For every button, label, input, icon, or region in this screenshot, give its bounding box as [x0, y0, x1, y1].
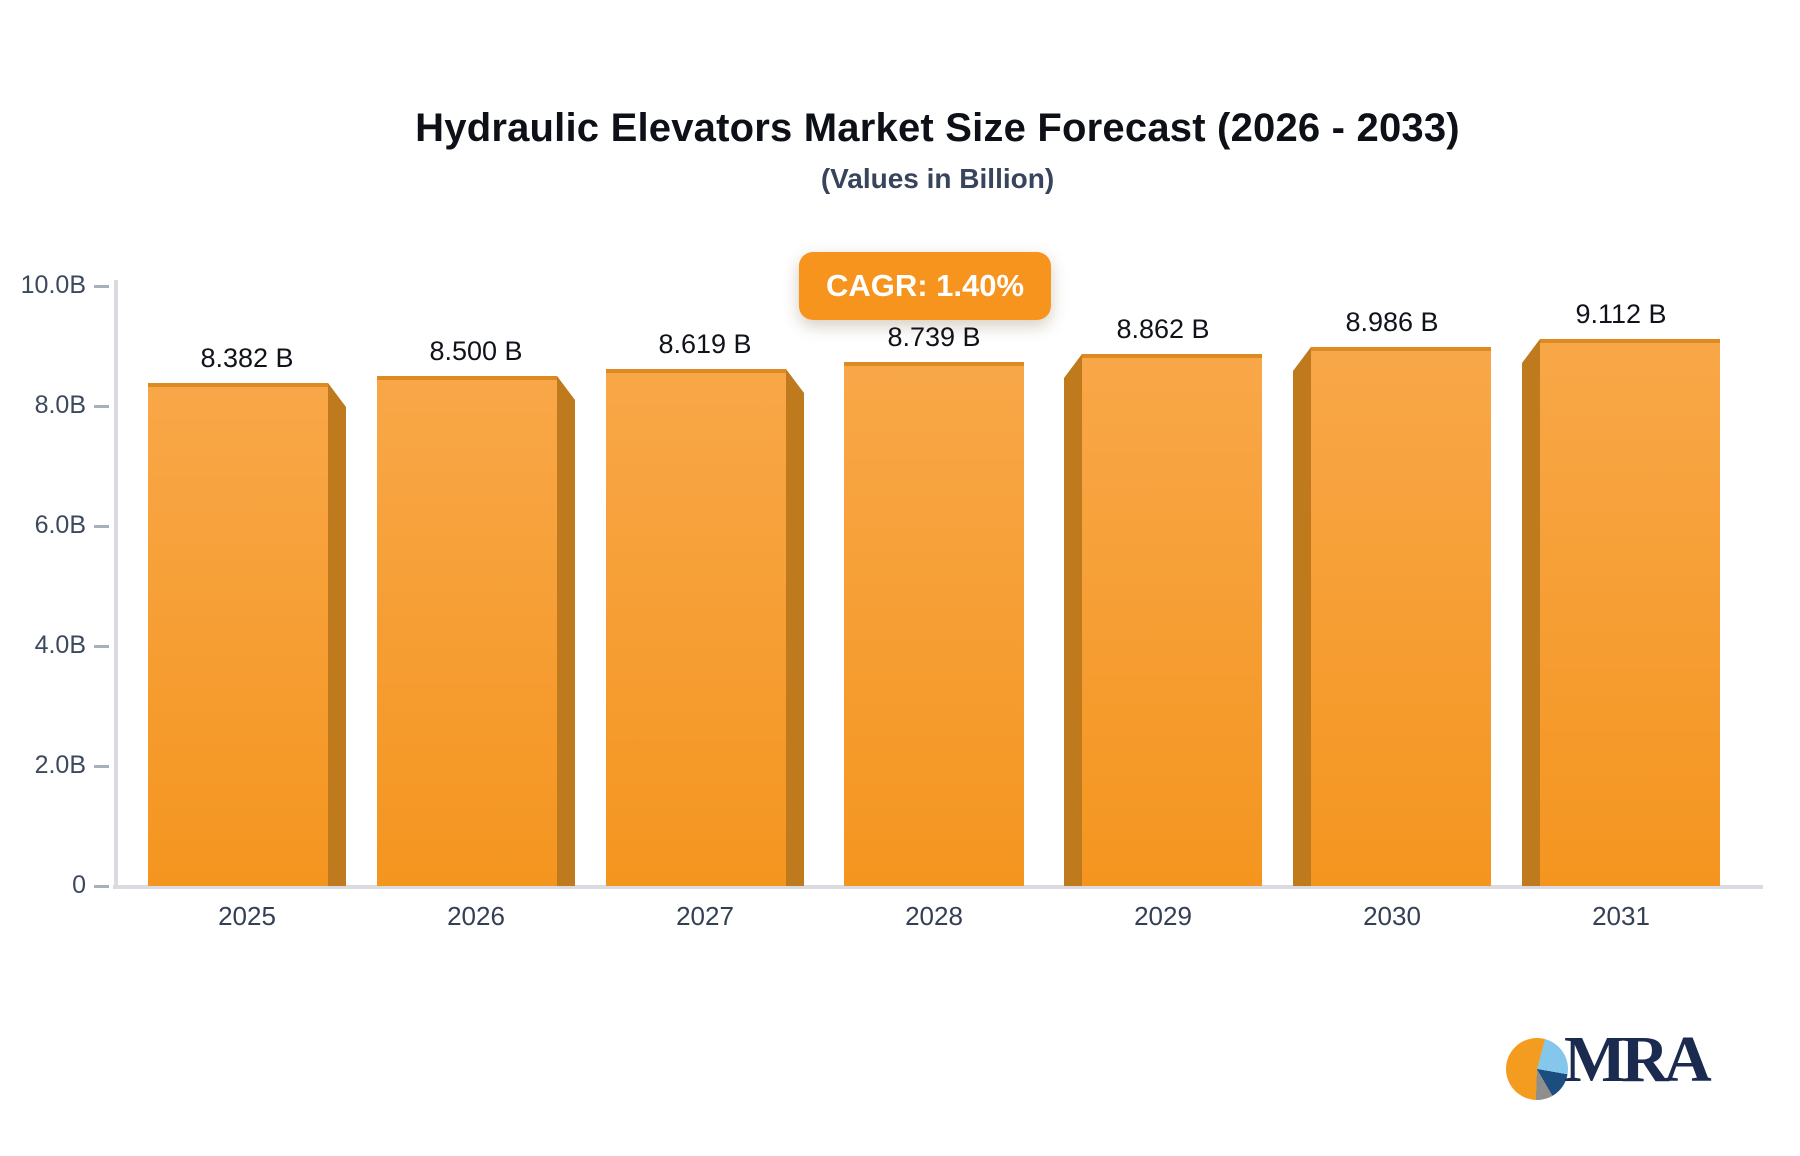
chart-title: Hydraulic Elevators Market Size Forecast…	[415, 106, 1460, 150]
bar-face-2031[interactable]	[1540, 339, 1720, 886]
mra-logo: MRA	[1498, 1018, 1788, 1122]
y-tick-label-8.0B: 8.0B	[34, 391, 86, 419]
bar-side-2026	[557, 376, 575, 886]
bar-side-2029	[1064, 354, 1082, 886]
value-label-2029: 8.862 B	[1116, 314, 1210, 344]
x-axis-baseline	[113, 885, 1763, 889]
x-tick-label-2027: 2027	[676, 901, 734, 931]
bar-face-2026[interactable]	[377, 376, 557, 886]
bar-face-2027[interactable]	[606, 369, 786, 886]
y-tick-4.0B	[94, 645, 109, 648]
y-tick-10.0B	[94, 285, 109, 288]
pie-chart-logo-icon	[1506, 1038, 1568, 1100]
y-tick-label-2.0B: 2.0B	[34, 751, 86, 779]
y-axis-line	[114, 280, 118, 889]
value-label-2030: 8.986 B	[1345, 307, 1439, 337]
value-label-2031: 9.112 B	[1575, 299, 1667, 329]
value-label-2025: 8.382 B	[200, 343, 294, 373]
y-tick-label-6.0B: 6.0B	[34, 511, 86, 539]
value-label-2026: 8.500 B	[429, 336, 523, 366]
y-tick-label-0: 0	[72, 871, 86, 899]
bar-face-2025[interactable]	[148, 383, 328, 886]
bar-side-2031	[1522, 339, 1540, 886]
bar-side-2027	[786, 369, 804, 886]
x-tick-label-2025: 2025	[218, 901, 276, 931]
logo-text: MRA	[1564, 1023, 1712, 1096]
y-tick-0	[94, 885, 109, 888]
y-tick-8.0B	[94, 405, 109, 408]
value-label-2027: 8.619 B	[658, 329, 752, 359]
chart-subtitle: (Values in Billion)	[820, 163, 1055, 194]
value-label-2028: 8.739 B	[887, 322, 981, 352]
cagr-badge: CAGR: 1.40%	[798, 252, 1052, 320]
x-tick-label-2030: 2030	[1363, 901, 1421, 931]
bar-face-2030[interactable]	[1311, 347, 1491, 886]
y-tick-2.0B	[94, 765, 109, 768]
bar-face-2028[interactable]	[844, 362, 1024, 886]
y-tick-label-10.0B: 10.0B	[20, 271, 86, 299]
bar-side-2030	[1293, 347, 1311, 886]
x-tick-label-2028: 2028	[905, 901, 963, 931]
x-tick-label-2026: 2026	[447, 901, 505, 931]
bar-face-2029[interactable]	[1082, 354, 1262, 886]
bar-side-2025	[328, 383, 346, 886]
y-tick-6.0B	[94, 525, 109, 528]
y-tick-label-4.0B: 4.0B	[34, 631, 86, 659]
x-tick-label-2031: 2031	[1592, 901, 1650, 931]
x-tick-label-2029: 2029	[1134, 901, 1192, 931]
